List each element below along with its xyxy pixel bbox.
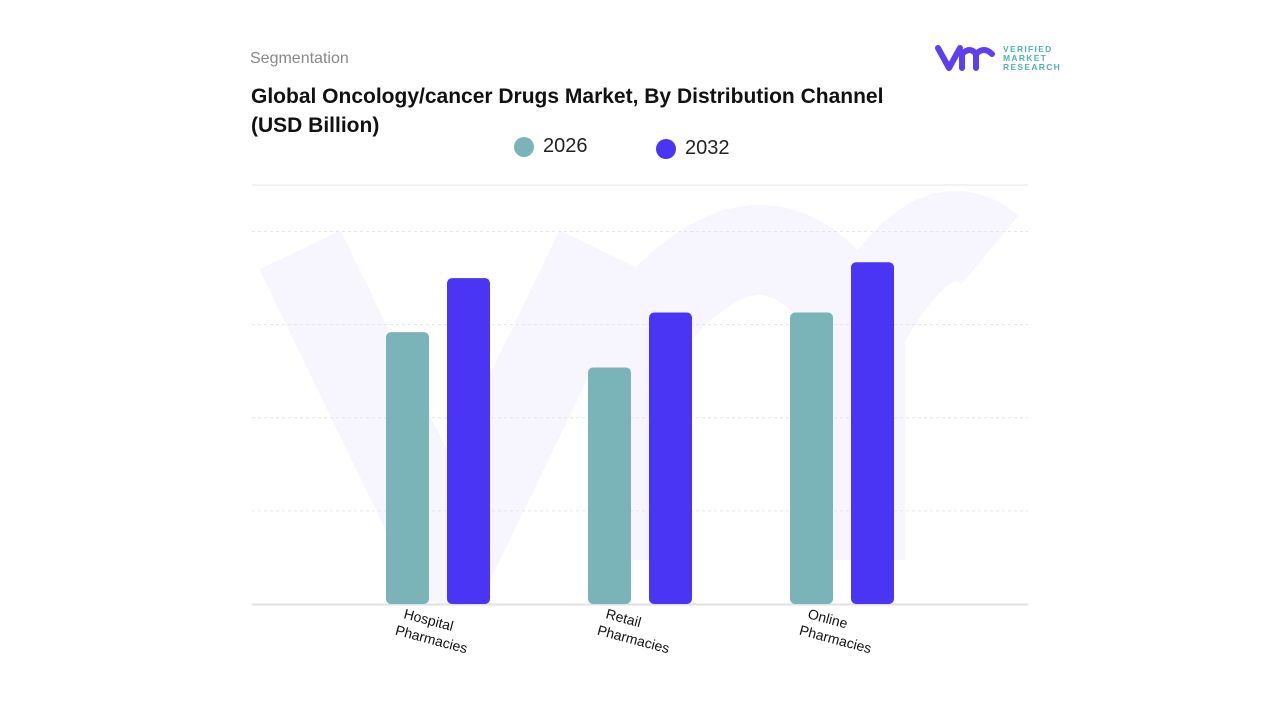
bar-2032-hospital-pharmacies xyxy=(447,278,490,604)
segmentation-label: Segmentation xyxy=(250,50,349,67)
x-tick-label: RetailPharmacies xyxy=(596,604,676,656)
x-tick-label: OnlinePharmacies xyxy=(798,604,878,656)
brand-logo: VERIFIED MARKET RESEARCH xyxy=(935,44,1061,72)
legend-dot-2026 xyxy=(514,136,534,157)
legend-item-2026: 2026 xyxy=(514,135,588,158)
chart-title: Global Oncology/cancer Drugs Market, By … xyxy=(251,85,884,137)
bar-2026-hospital-pharmacies xyxy=(386,332,429,604)
vmr-logo-icon xyxy=(935,45,995,71)
bar-2026-online-pharmacies xyxy=(790,312,833,604)
legend-label-2032: 2032 xyxy=(685,137,730,159)
brand-text: VERIFIED MARKET RESEARCH xyxy=(1003,43,1062,72)
bar-2032-retail-pharmacies xyxy=(649,312,692,604)
legend-item-2032: 2032 xyxy=(656,137,730,160)
legend-dot-2032 xyxy=(656,138,676,159)
bar-2026-retail-pharmacies xyxy=(588,367,631,604)
bar-2032-online-pharmacies xyxy=(851,262,894,604)
legend-label-2026: 2026 xyxy=(543,135,588,157)
x-tick-label: HospitalPharmacies xyxy=(394,604,474,656)
